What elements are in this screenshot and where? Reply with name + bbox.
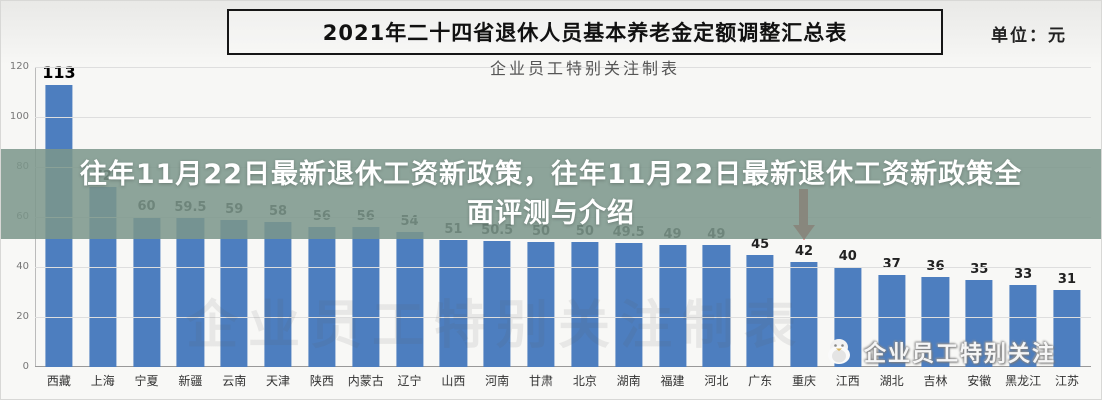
- x-axis-label: 甘肃: [529, 374, 554, 388]
- bar-slot: 49福建: [651, 67, 695, 388]
- x-axis-label: 湖北: [879, 374, 904, 388]
- penguin-icon: [822, 333, 856, 371]
- x-axis-label: 重庆: [791, 374, 816, 388]
- bar: [921, 277, 950, 367]
- bar-value-label: 33: [1014, 266, 1033, 282]
- y-axis-tick-label: 40: [16, 260, 29, 272]
- x-axis-label: 宁夏: [134, 374, 159, 388]
- bar: [615, 243, 643, 367]
- x-axis-label: 北京: [572, 374, 597, 388]
- bar-value-label: 36: [926, 259, 945, 274]
- bar: [878, 274, 906, 367]
- x-axis-label: 内蒙古: [347, 374, 384, 388]
- bar-slot: 56内蒙古: [344, 67, 388, 388]
- y-axis-tick-label: 120: [9, 60, 29, 72]
- x-axis-label: 辽宁: [397, 374, 422, 388]
- y-axis-tick-label: 20: [16, 310, 29, 322]
- bar: [395, 232, 424, 367]
- bar-slot: 45 广东: [738, 67, 782, 388]
- bar-value-label: 31: [1057, 271, 1076, 287]
- bar: [527, 242, 555, 367]
- x-axis-label: 江西: [835, 374, 860, 388]
- brand-watermark-label: 企业员工特别关注: [863, 342, 1056, 367]
- x-axis-label: 广东: [748, 374, 773, 388]
- bar-value-label: 45: [751, 236, 770, 252]
- bar: [1009, 284, 1037, 367]
- y-axis-tick-label: 0: [22, 360, 29, 372]
- bar-value-label: 42: [794, 244, 814, 259]
- gridline: [35, 317, 1091, 318]
- bar: [483, 240, 511, 367]
- x-axis-label: 吉林: [923, 374, 948, 388]
- x-axis-label: 上海: [90, 374, 115, 388]
- x-axis-label: 天津: [266, 374, 291, 388]
- bar-slot: 35 安徽: [957, 67, 1001, 388]
- x-axis-label: 福建: [660, 374, 685, 388]
- bar: [132, 217, 161, 367]
- x-axis-label: 西藏: [46, 374, 71, 388]
- y-axis-tick-label: 100: [9, 110, 29, 122]
- bar-slot: 37 湖北: [870, 67, 914, 388]
- bar-value-label: 35: [970, 261, 989, 277]
- bar: [702, 244, 730, 367]
- page-subtitle: 企业员工特别关注制表: [489, 59, 680, 78]
- x-axis-label: 湖南: [616, 374, 641, 388]
- x-axis-label: 黑龙江: [1005, 374, 1042, 388]
- gridline: [35, 267, 1091, 268]
- bar-slot: 33 黑龙江: [1001, 67, 1045, 389]
- bar: [264, 222, 292, 367]
- unit-label: 单位：元: [991, 26, 1067, 46]
- x-axis-label: 云南: [222, 374, 247, 388]
- bar: [220, 219, 248, 367]
- bar: [308, 227, 336, 367]
- x-axis-label: 江苏: [1054, 374, 1079, 388]
- headline-line-1: 往年11月22日最新退休工资新政策，往年11月22日最新退休工资新政策全: [79, 158, 1023, 190]
- bar: [746, 254, 774, 367]
- headline-overlay: 往年11月22日最新退休工资新政策，往年11月22日最新退休工资新政策全 面评测…: [1, 149, 1101, 239]
- bar-slot: 31 江苏: [1045, 67, 1089, 388]
- bar-slot: 56陕西: [300, 67, 344, 388]
- bar-slot: 36 吉林: [914, 67, 958, 388]
- brand-watermark: 企业员工特别关注: [822, 333, 1056, 371]
- gridline: [35, 67, 1091, 68]
- x-axis-label: 新疆: [178, 374, 203, 388]
- x-axis-line: [35, 366, 1091, 367]
- bar-value-label: 37: [882, 256, 901, 272]
- x-axis-label: 陕西: [309, 374, 334, 388]
- bar: [571, 242, 599, 367]
- bar: [965, 279, 993, 367]
- bar-value-label: 40: [838, 249, 857, 265]
- bar: [658, 244, 687, 367]
- page-title: 2021年二十四省退休人员基本养老金定额调整汇总表: [227, 9, 943, 55]
- bar-slot: 49河北: [694, 67, 738, 388]
- x-axis-label: 安徽: [967, 374, 992, 388]
- bar: [790, 262, 818, 367]
- x-axis-label: 河南: [485, 374, 510, 388]
- bar-slot: 50北京: [563, 67, 607, 388]
- x-axis-label: 山西: [441, 374, 466, 388]
- bar-slot: 54辽宁: [388, 67, 432, 388]
- bar: [1053, 289, 1081, 367]
- headline-line-2: 面评测与介绍: [467, 198, 635, 229]
- gridline: [35, 117, 1091, 118]
- bar-value-label: 113: [42, 62, 76, 82]
- bar: [352, 227, 380, 367]
- bar: [176, 218, 204, 367]
- x-axis-label: 河北: [704, 374, 729, 388]
- bar: [439, 239, 467, 367]
